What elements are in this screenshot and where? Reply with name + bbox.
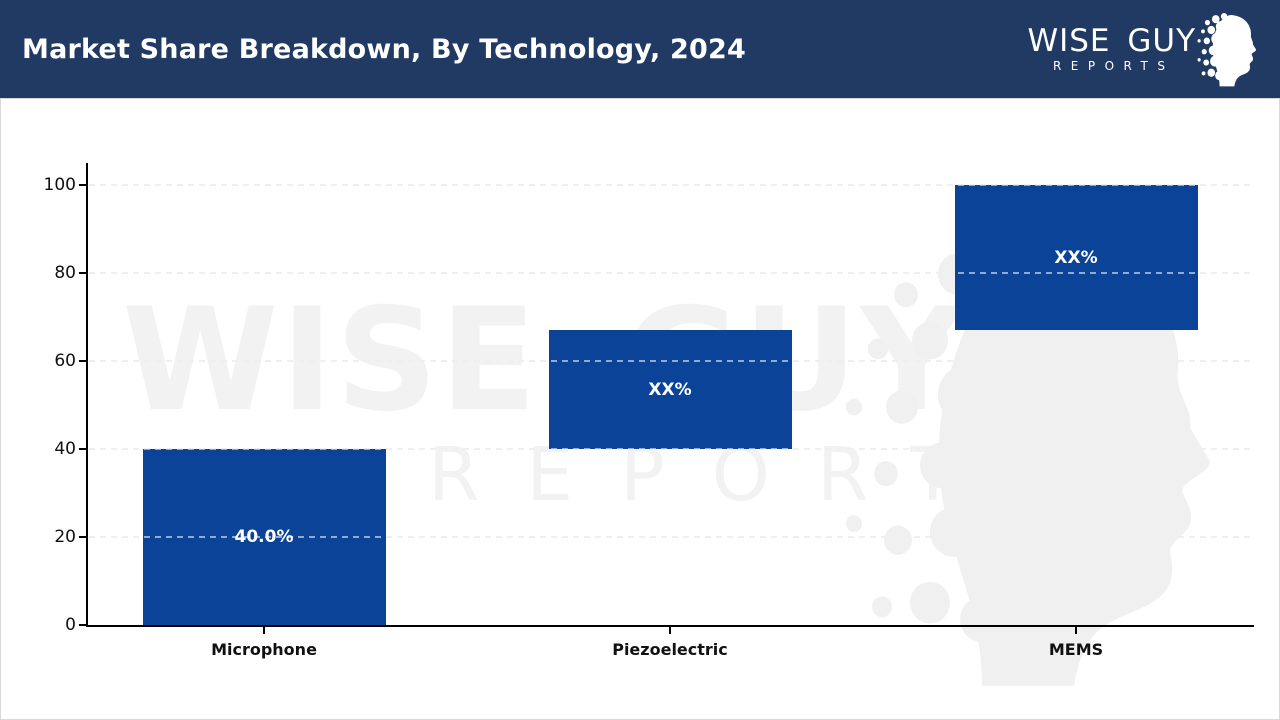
face-profile-dots-icon bbox=[1197, 13, 1257, 87]
brand-logo: WISE GUY REPORTS bbox=[1027, 11, 1258, 87]
y-tick-mark bbox=[79, 184, 86, 186]
logo-wordmark-line1: WISE GUY bbox=[1027, 23, 1196, 59]
y-tick-mark bbox=[79, 448, 86, 450]
gridline-over-bar bbox=[89, 536, 1253, 538]
gridline-over-bar bbox=[89, 184, 1253, 186]
x-tick-mark bbox=[263, 627, 265, 634]
y-tick-label: 20 bbox=[54, 527, 76, 547]
logo-wordmark-line2: REPORTS bbox=[1052, 59, 1175, 73]
x-tick-label: Piezoelectric bbox=[612, 640, 728, 659]
y-tick-mark bbox=[79, 360, 86, 362]
page-title: Market Share Breakdown, By Technology, 2… bbox=[22, 33, 747, 65]
bar-piezoelectric: XX% bbox=[548, 330, 792, 449]
y-tick-label: 100 bbox=[43, 175, 76, 195]
bar-mems: XX% bbox=[954, 185, 1198, 331]
x-tick-mark bbox=[669, 627, 671, 634]
x-tick-label: Microphone bbox=[211, 640, 317, 659]
x-tick-mark bbox=[1075, 627, 1077, 634]
logo-wordmark: WISE GUY REPORTS bbox=[1027, 23, 1196, 73]
x-axis-line bbox=[86, 625, 1254, 627]
gridline-over-bar bbox=[89, 360, 1253, 362]
x-tick-label: MEMS bbox=[1048, 640, 1104, 659]
bar-value-label: XX% bbox=[1054, 247, 1098, 268]
gridline-over-bar bbox=[89, 448, 1253, 450]
y-axis-line bbox=[86, 163, 88, 627]
y-tick-label: 60 bbox=[54, 351, 76, 371]
y-tick-label: 40 bbox=[54, 439, 76, 459]
gridline-over-bar bbox=[89, 272, 1253, 274]
y-tick-label: 80 bbox=[54, 263, 76, 283]
y-tick-label: 0 bbox=[65, 615, 76, 635]
bar-value-label: XX% bbox=[648, 379, 692, 400]
y-tick-mark bbox=[79, 272, 86, 274]
header-bar: Market Share Breakdown, By Technology, 2… bbox=[0, 0, 1280, 98]
y-tick-mark bbox=[79, 536, 86, 538]
y-tick-mark bbox=[79, 624, 86, 626]
